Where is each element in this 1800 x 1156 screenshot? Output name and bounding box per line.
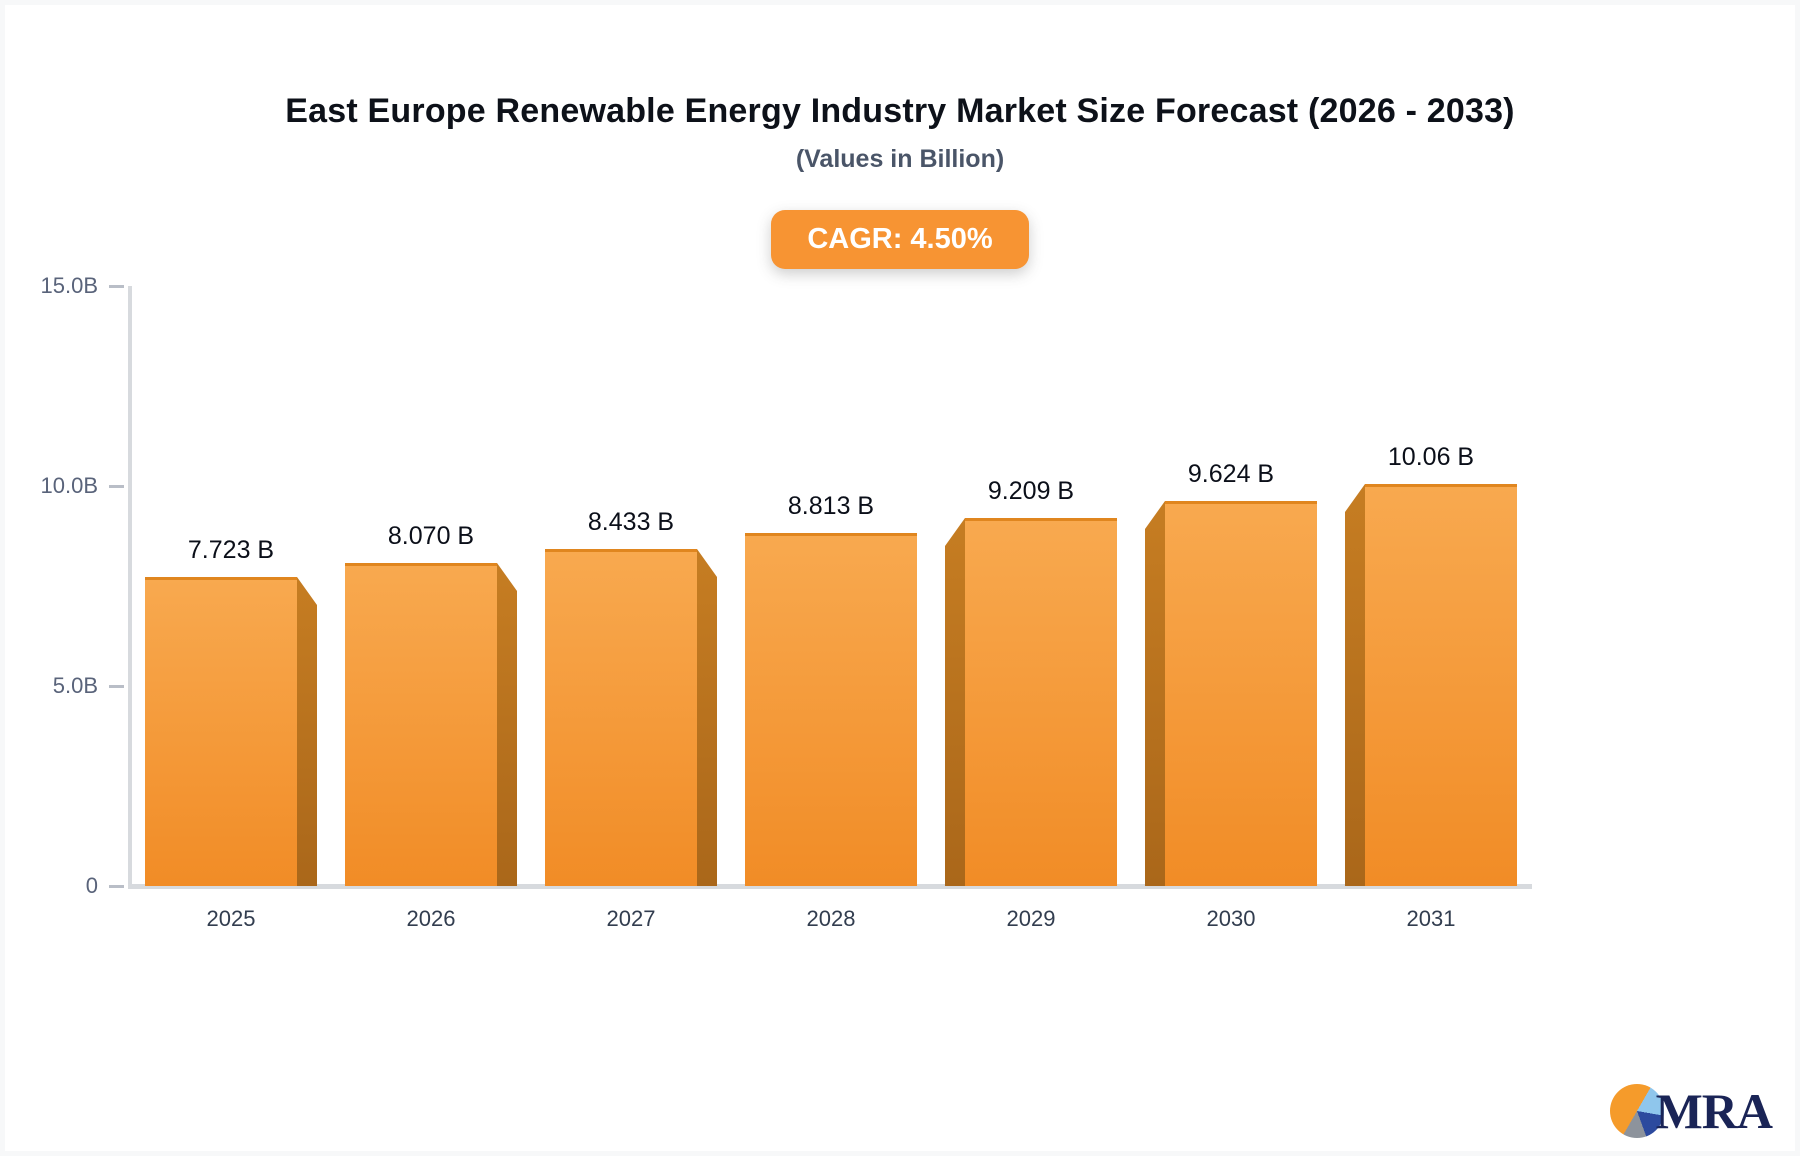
y-tick-mark (109, 884, 124, 888)
bar-face (345, 563, 497, 886)
chart-title: East Europe Renewable Energy Industry Ma… (285, 92, 1515, 130)
y-tick-label: 0 (85, 873, 98, 898)
x-axis-label: 2028 (806, 906, 856, 931)
y-tick: 5.0B (0, 673, 124, 699)
x-axis-label: 2029 (1006, 906, 1056, 931)
bar-face (1165, 501, 1317, 886)
x-axis-label: 2025 (206, 906, 256, 931)
bar-side-face (697, 549, 717, 886)
mra-logo: MRA (1609, 1082, 1773, 1140)
bar-value-label: 8.433 B (587, 508, 675, 536)
bar-side-face (1145, 501, 1165, 886)
y-tick: 10.0B (0, 473, 124, 499)
bar-value-label: 7.723 B (187, 536, 275, 564)
bar-face (745, 533, 917, 886)
bar-value-label: 8.813 B (787, 492, 875, 520)
bar-side-face (297, 577, 317, 886)
y-tick-mark (109, 484, 124, 488)
y-tick-label: 5.0B (52, 673, 98, 698)
bar-2031: 10.06 B (1345, 443, 1517, 886)
cagr-badge: CAGR: 4.50% (771, 210, 1029, 269)
bar-2027: 8.433 B (545, 508, 717, 886)
y-axis-line (128, 286, 132, 886)
x-axis-label: 2026 (406, 906, 456, 931)
bar-2029: 9.209 B (945, 477, 1117, 886)
y-tick: 15.0B (0, 273, 124, 299)
x-axis-labels: 2025 2026 2027 2028 2029 2030 2031 (131, 906, 1531, 932)
y-tick-mark (109, 684, 124, 688)
y-tick: 0 (0, 873, 124, 899)
bars-container: 7.723 B 8.070 B 8.433 B 8.813 B 9.209 B 9.624… (131, 286, 1531, 886)
x-axis-label: 2031 (1406, 906, 1456, 931)
bar-2026: 8.070 B (345, 522, 517, 886)
bar-side-face (497, 563, 517, 886)
x-axis-label: 2027 (606, 906, 656, 931)
y-tick-mark (109, 284, 124, 288)
bar-face (1365, 484, 1517, 886)
bar-side-face (945, 518, 965, 886)
pie-chart-logo-icon (1609, 1084, 1664, 1138)
bar-face (545, 549, 697, 886)
y-tick-label: 10.0B (40, 473, 99, 498)
chart-header: East Europe Renewable Energy Industry Ma… (0, 0, 1800, 269)
bar-face (965, 518, 1117, 886)
bar-side-face (1345, 484, 1365, 886)
bar-value-label: 9.209 B (987, 477, 1075, 505)
x-axis-label: 2030 (1206, 906, 1256, 931)
bar-face (145, 577, 297, 886)
logo-text: MRA (1655, 1083, 1773, 1139)
bar-2025: 7.723 B (145, 536, 317, 886)
bar-2030: 9.624 B (1145, 460, 1317, 886)
x-axis-baseline (128, 884, 1532, 889)
bar-value-label: 9.624 B (1187, 460, 1275, 488)
bar-2028: 8.813 B (745, 492, 917, 886)
chart-subtitle: (Values in Billion) (795, 145, 1005, 173)
bar-value-label: 8.070 B (387, 522, 475, 550)
bar-value-label: 10.06 B (1387, 443, 1475, 471)
y-tick-label: 15.0B (40, 273, 99, 298)
